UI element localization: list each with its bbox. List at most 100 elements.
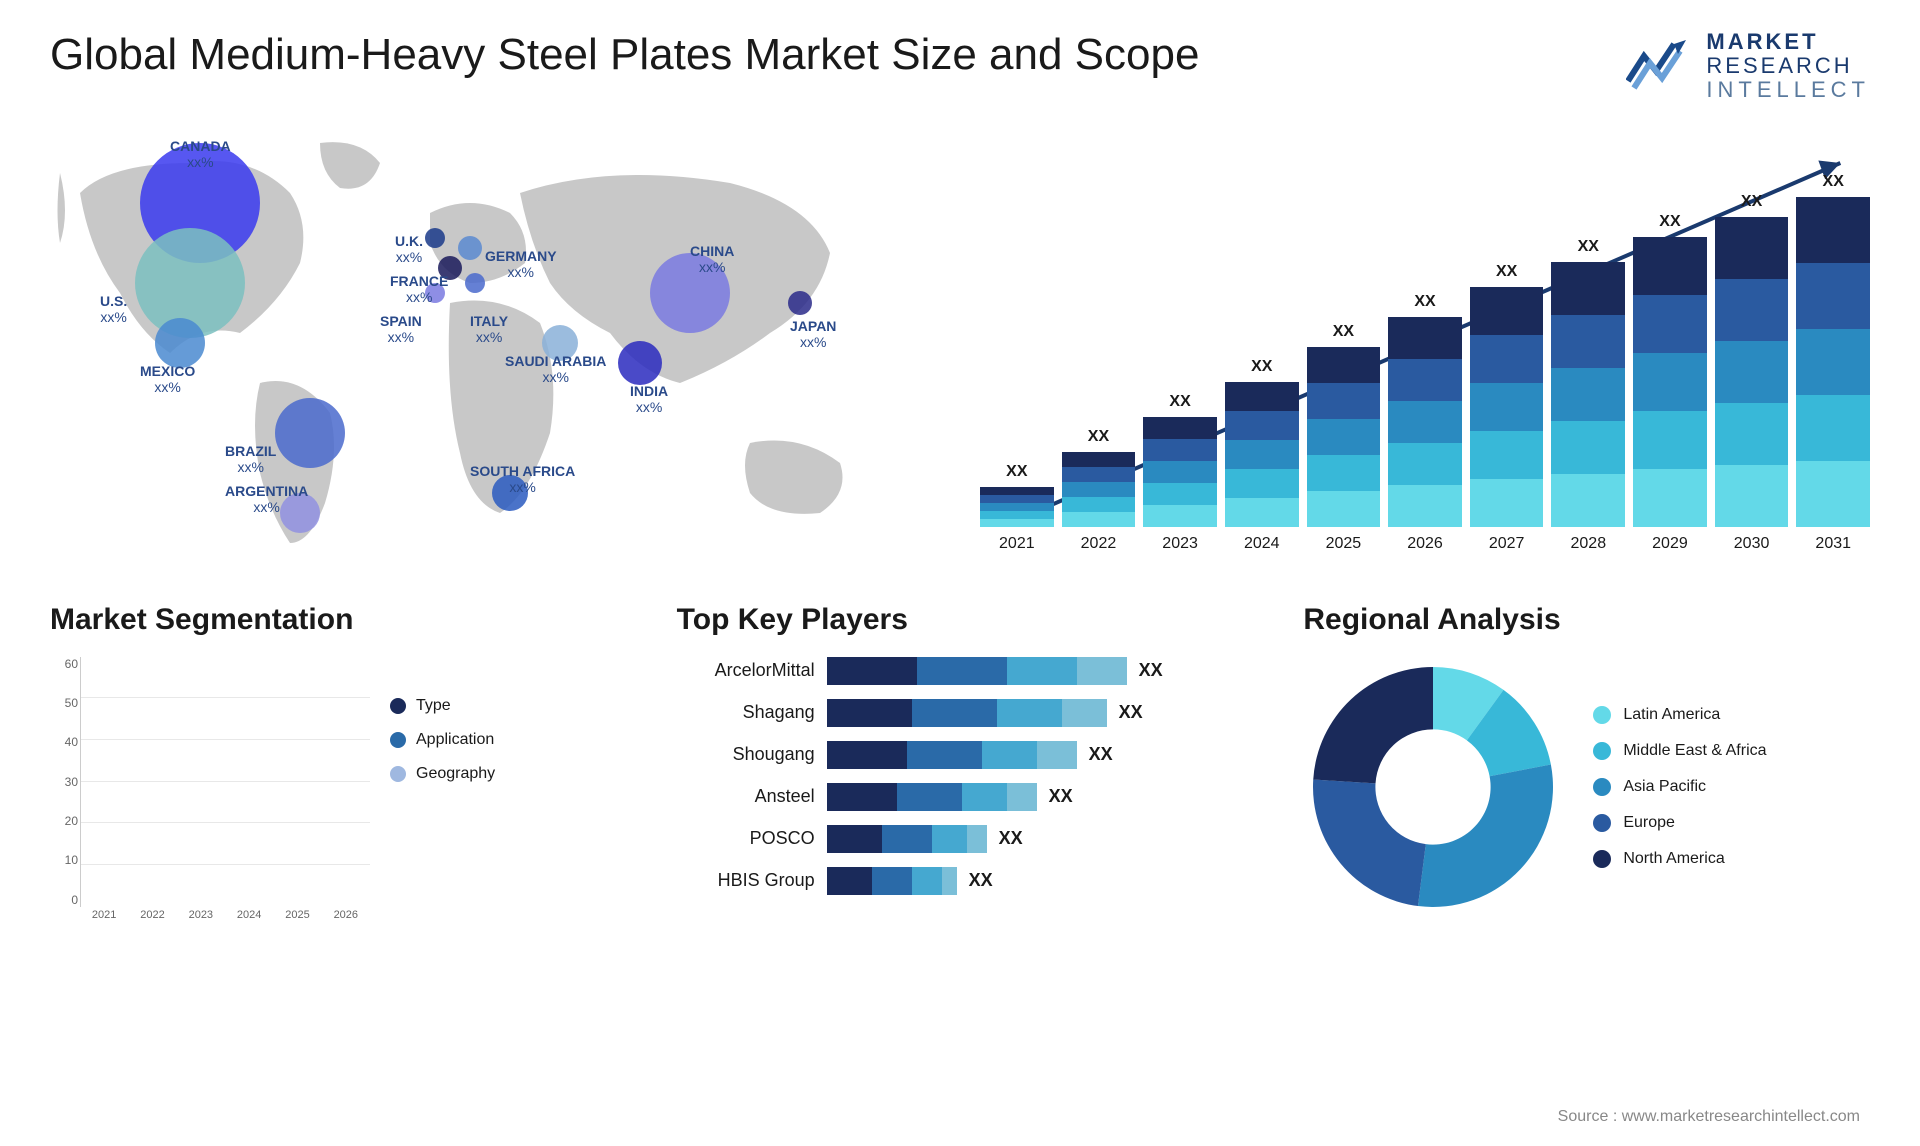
growth-column: XX2025: [1307, 323, 1381, 553]
key-player-name: POSCO: [677, 828, 827, 849]
map-label: CHINAxx%: [690, 243, 734, 277]
growth-column: XX2031: [1796, 173, 1870, 553]
page-title: Global Medium-Heavy Steel Plates Market …: [50, 30, 1199, 80]
key-players-list: ArcelorMittal XX Shagang XX ShougangXX Anstee…: [677, 657, 1244, 895]
growth-bar: [1715, 217, 1789, 527]
segmentation-panel: Market Segmentation 6050403020100 202120…: [50, 603, 617, 937]
logo: MARKET RESEARCH INTELLECT: [1626, 30, 1870, 103]
legend-swatch: [390, 698, 406, 714]
growth-year: 2021: [999, 535, 1035, 553]
key-player-name: Ansteel: [677, 786, 827, 807]
regional-legend-item: Asia Pacific: [1593, 778, 1766, 796]
seg-ytick: 60: [50, 657, 78, 671]
regional-legend: Latin AmericaMiddle East & AfricaAsia Pa…: [1593, 706, 1766, 868]
source-text: Source : www.marketresearchintellect.com: [1558, 1108, 1860, 1126]
growth-column: XX 2028: [1551, 238, 1625, 553]
growth-bar: [1796, 197, 1870, 527]
growth-column: XX 2021: [980, 463, 1054, 553]
growth-bar: [1470, 287, 1544, 527]
seg-legend-item: Type: [390, 697, 495, 715]
growth-chart: XX2021XX2022XX2023XX2024XX2025XX2026XX20…: [980, 133, 1870, 553]
seg-xtick: 2023: [189, 909, 213, 937]
regional-legend-item: Latin America: [1593, 706, 1766, 724]
key-player-row: Shagang XX: [677, 699, 1244, 727]
logo-line2: RESEARCH: [1706, 54, 1870, 78]
growth-bar: [1307, 347, 1381, 527]
growth-value: XX: [1578, 238, 1599, 256]
top-row: CANADAxx%U.S.xx%MEXICOxx%BRAZILxx%ARGENT…: [50, 133, 1870, 553]
logo-line3: INTELLECT: [1706, 78, 1870, 102]
regional-panel: Regional Analysis Latin AmericaMiddle Ea…: [1303, 603, 1870, 937]
key-player-name: HBIS Group: [677, 870, 827, 891]
seg-ytick: 40: [50, 735, 78, 749]
growth-column: XX2030: [1715, 193, 1789, 553]
key-player-row: HBIS Group XX: [677, 867, 1244, 895]
legend-label: Geography: [416, 765, 495, 783]
legend-label: Asia Pacific: [1623, 778, 1706, 796]
legend-swatch: [1593, 814, 1611, 832]
seg-ytick: 0: [50, 893, 78, 907]
key-player-row: Ansteel XX: [677, 783, 1244, 811]
growth-column: XX2023: [1143, 393, 1217, 553]
map-label: INDIAxx%: [630, 383, 668, 417]
regional-donut: [1303, 657, 1563, 917]
legend-swatch: [1593, 778, 1611, 796]
key-player-value: XX: [1119, 702, 1143, 723]
growth-year: 2027: [1489, 535, 1525, 553]
legend-swatch: [1593, 850, 1611, 868]
regional-legend-item: North America: [1593, 850, 1766, 868]
growth-year: 2026: [1407, 535, 1443, 553]
growth-bar: [1225, 382, 1299, 527]
seg-xtick: 2026: [334, 909, 358, 937]
key-player-bar: [827, 867, 957, 895]
growth-column: XX2029: [1633, 213, 1707, 553]
key-player-name: Shagang: [677, 702, 827, 723]
segmentation-chart: 6050403020100 202120222023202420252026: [50, 657, 370, 937]
key-player-value: XX: [969, 870, 993, 891]
map-label: ITALYxx%: [470, 313, 508, 347]
growth-column: XX2022: [1062, 428, 1136, 553]
logo-line1: MARKET: [1706, 30, 1870, 54]
regional-legend-item: Europe: [1593, 814, 1766, 832]
key-player-row: ShougangXX: [677, 741, 1244, 769]
growth-value: XX: [1496, 263, 1517, 281]
growth-value: XX: [1251, 358, 1272, 376]
key-players-panel: Top Key Players ArcelorMittal XX Shagang XX…: [677, 603, 1244, 937]
growth-year: 2029: [1652, 535, 1688, 553]
legend-label: Application: [416, 731, 494, 749]
seg-xtick: 2022: [140, 909, 164, 937]
seg-xtick: 2024: [237, 909, 261, 937]
growth-bar: [980, 487, 1054, 527]
logo-text: MARKET RESEARCH INTELLECT: [1706, 30, 1870, 103]
seg-ytick: 10: [50, 853, 78, 867]
key-player-bar: [827, 825, 987, 853]
header: Global Medium-Heavy Steel Plates Market …: [50, 30, 1870, 103]
seg-ytick: 20: [50, 814, 78, 828]
key-player-row: POSCOXX: [677, 825, 1244, 853]
key-player-bar: [827, 699, 1107, 727]
key-player-value: XX: [1049, 786, 1073, 807]
legend-swatch: [390, 766, 406, 782]
seg-xtick: 2021: [92, 909, 116, 937]
key-player-bar: [827, 657, 1127, 685]
growth-year: 2028: [1571, 535, 1607, 553]
map-label: GERMANYxx%: [485, 248, 557, 282]
map-label: U.K.xx%: [395, 233, 423, 267]
regional-title: Regional Analysis: [1303, 603, 1870, 637]
growth-value: XX: [1006, 463, 1027, 481]
seg-xtick: 2025: [285, 909, 309, 937]
key-player-name: ArcelorMittal: [677, 660, 827, 681]
legend-swatch: [390, 732, 406, 748]
segmentation-title: Market Segmentation: [50, 603, 617, 637]
seg-legend-item: Geography: [390, 765, 495, 783]
growth-bar: [1062, 452, 1136, 527]
map-label: SOUTH AFRICAxx%: [470, 463, 575, 497]
legend-swatch: [1593, 706, 1611, 724]
world-map: CANADAxx%U.S.xx%MEXICOxx%BRAZILxx%ARGENT…: [50, 133, 940, 553]
growth-bar: [1143, 417, 1217, 527]
growth-year: 2031: [1815, 535, 1851, 553]
growth-year: 2023: [1162, 535, 1198, 553]
donut-slice: [1314, 667, 1434, 783]
map-label: BRAZILxx%: [225, 443, 276, 477]
key-players-title: Top Key Players: [677, 603, 1244, 637]
